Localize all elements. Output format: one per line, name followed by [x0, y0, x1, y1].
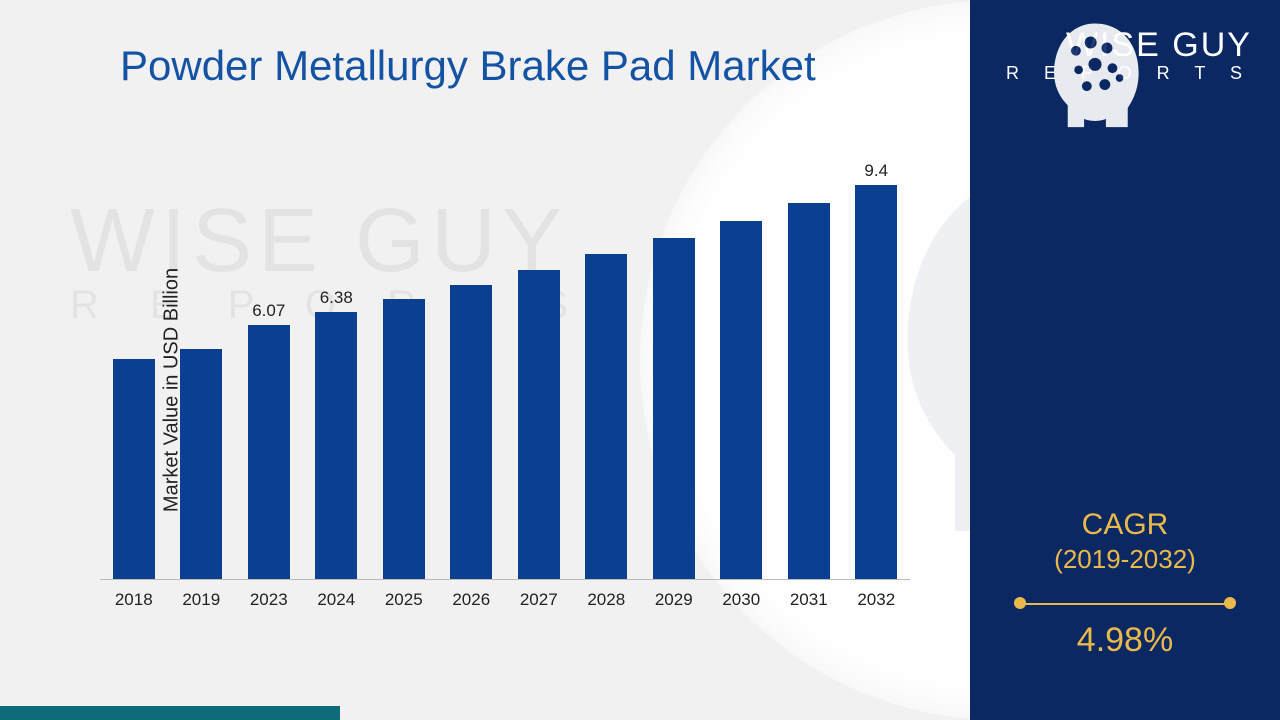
cagr-dot-left	[1014, 597, 1026, 609]
bar-slot	[775, 203, 843, 580]
bar	[855, 185, 897, 580]
x-tick-label: 2029	[640, 590, 708, 610]
x-axis-labels: 2018201920232024202520262027202820292030…	[100, 590, 910, 610]
bar-slot: 9.4	[843, 161, 911, 580]
page-title: Powder Metallurgy Brake Pad Market	[120, 42, 816, 90]
cagr-range: (2019-2032)	[1010, 544, 1240, 575]
x-tick-label: 2025	[370, 590, 438, 610]
bar	[450, 285, 492, 580]
bar	[180, 349, 222, 580]
bar-slot	[573, 254, 641, 580]
cagr-dot-right	[1224, 597, 1236, 609]
x-tick-label: 2032	[843, 590, 911, 610]
bar	[585, 254, 627, 580]
bar	[788, 203, 830, 580]
bar-value-label: 9.4	[864, 161, 888, 181]
bottom-accent-bar	[0, 706, 340, 720]
x-tick-label: 2030	[708, 590, 776, 610]
x-tick-label: 2023	[235, 590, 303, 610]
cagr-title: CAGR	[1010, 508, 1240, 542]
bars-container: 6.07 6.38 9.4	[100, 160, 910, 580]
bar-slot	[438, 285, 506, 580]
x-tick-label: 2028	[573, 590, 641, 610]
x-axis-line	[100, 579, 910, 580]
cagr-box: CAGR (2019-2032) 4.98%	[1010, 508, 1240, 660]
x-tick-label: 2019	[168, 590, 236, 610]
cagr-line-segment	[1020, 603, 1230, 605]
x-tick-label: 2026	[438, 590, 506, 610]
bar-slot	[168, 349, 236, 580]
bar-value-label: 6.07	[252, 301, 285, 321]
bar-slot: 6.07	[235, 301, 303, 580]
bar-slot	[370, 299, 438, 580]
x-tick-label: 2031	[775, 590, 843, 610]
bar-value-label: 6.38	[320, 288, 353, 308]
bar-slot	[505, 270, 573, 580]
bar	[113, 359, 155, 580]
bar-chart: Market Value in USD Billion 6.076.389.4 …	[60, 160, 910, 620]
bar	[248, 325, 290, 580]
bar	[518, 270, 560, 580]
bar	[653, 238, 695, 580]
bar-slot: 6.38	[303, 288, 371, 580]
bar	[720, 221, 762, 580]
logo-head-icon	[1040, 18, 1150, 138]
plot-area: 6.07 6.38 9.4	[100, 160, 910, 580]
stage: WISE GUY R E P O R T S Powder Metallurgy…	[0, 0, 1280, 720]
bar-slot	[640, 238, 708, 580]
bar	[315, 312, 357, 580]
bar-slot	[100, 359, 168, 580]
x-tick-label: 2018	[100, 590, 168, 610]
cagr-value: 4.98%	[1010, 621, 1240, 660]
x-tick-label: 2024	[303, 590, 371, 610]
cagr-divider	[1010, 593, 1240, 613]
x-tick-label: 2027	[505, 590, 573, 610]
bar	[383, 299, 425, 580]
bar-slot	[708, 221, 776, 580]
